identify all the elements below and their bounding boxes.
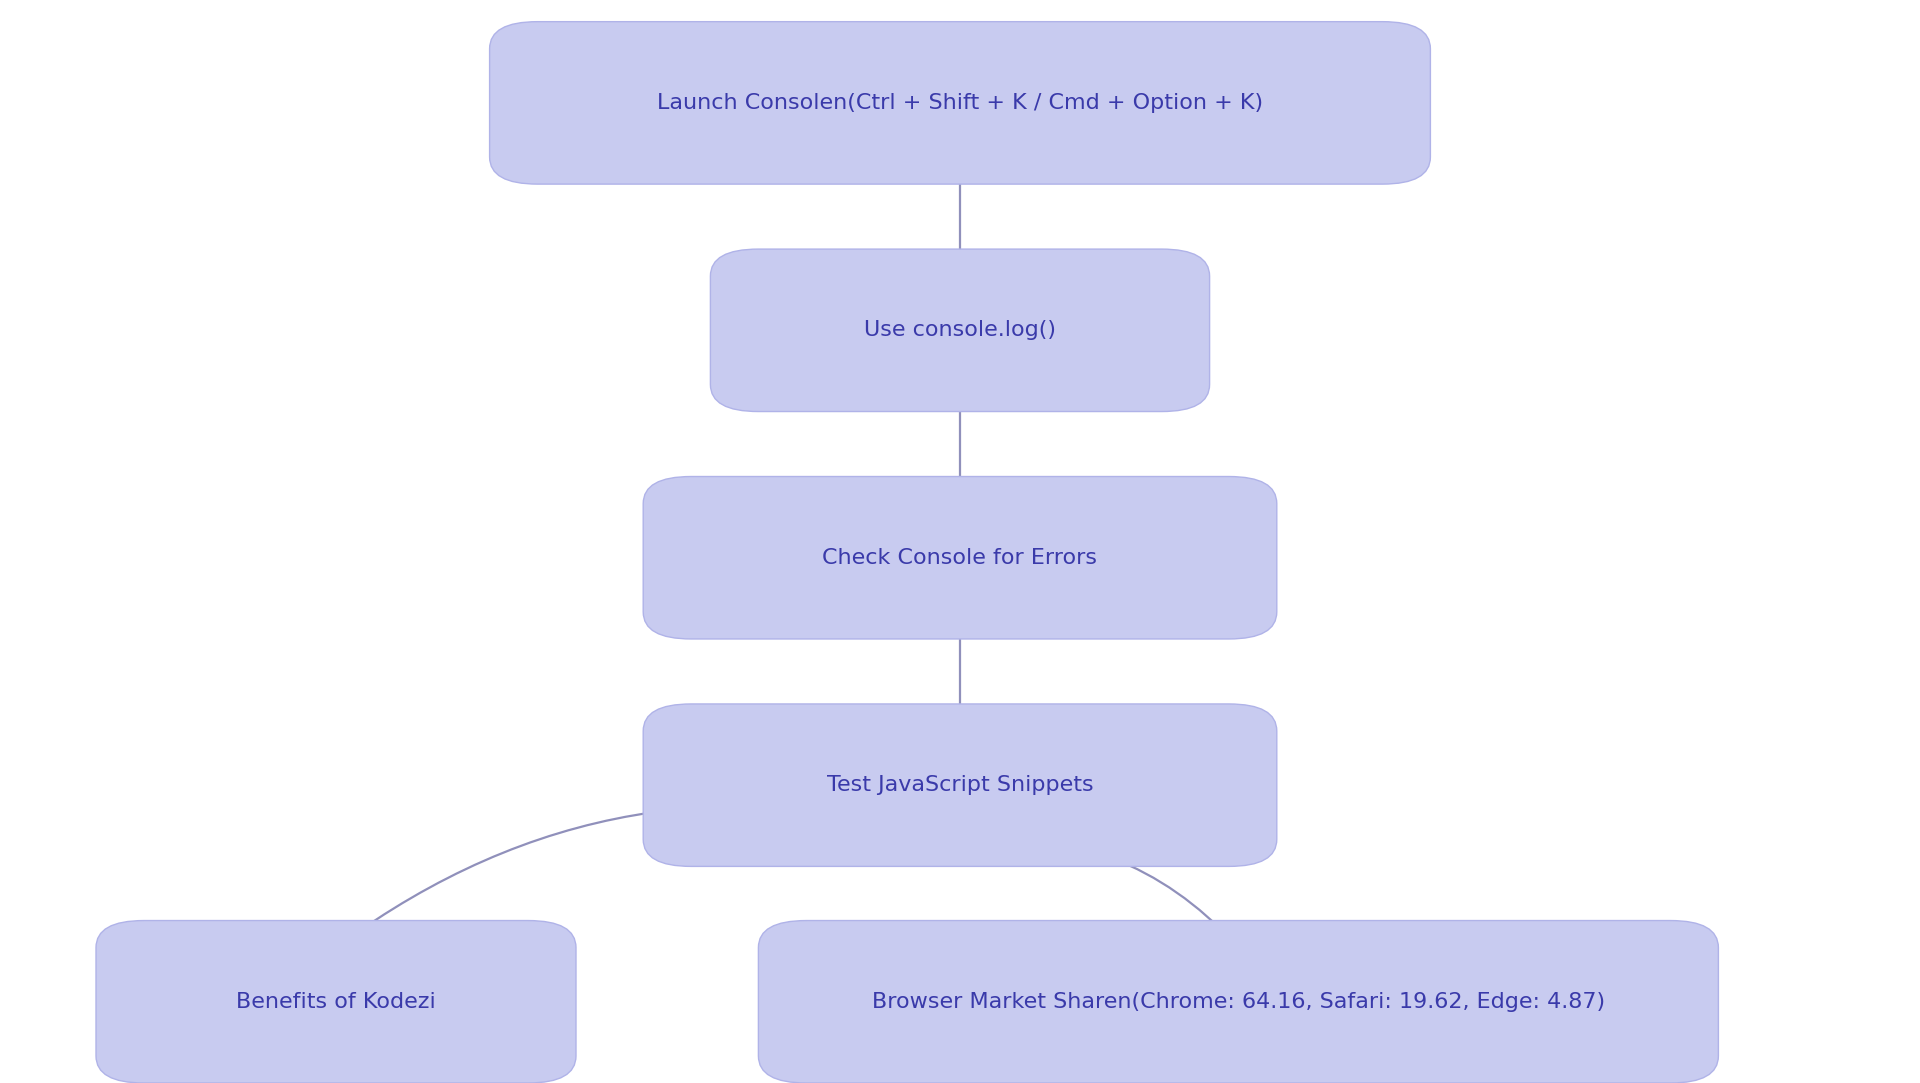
FancyBboxPatch shape — [758, 921, 1718, 1083]
FancyBboxPatch shape — [710, 249, 1210, 412]
Text: Launch Consolen(Ctrl + Shift + K / Cmd + Option + K): Launch Consolen(Ctrl + Shift + K / Cmd +… — [657, 93, 1263, 113]
Text: Browser Market Sharen(Chrome: 64.16, Safari: 19.62, Edge: 4.87): Browser Market Sharen(Chrome: 64.16, Saf… — [872, 992, 1605, 1012]
FancyBboxPatch shape — [643, 704, 1277, 866]
Text: Use console.log(): Use console.log() — [864, 321, 1056, 340]
FancyBboxPatch shape — [96, 921, 576, 1083]
FancyBboxPatch shape — [643, 477, 1277, 639]
Text: Test JavaScript Snippets: Test JavaScript Snippets — [828, 775, 1092, 795]
Text: Check Console for Errors: Check Console for Errors — [822, 548, 1098, 567]
Text: Benefits of Kodezi: Benefits of Kodezi — [236, 992, 436, 1012]
FancyBboxPatch shape — [490, 22, 1430, 184]
